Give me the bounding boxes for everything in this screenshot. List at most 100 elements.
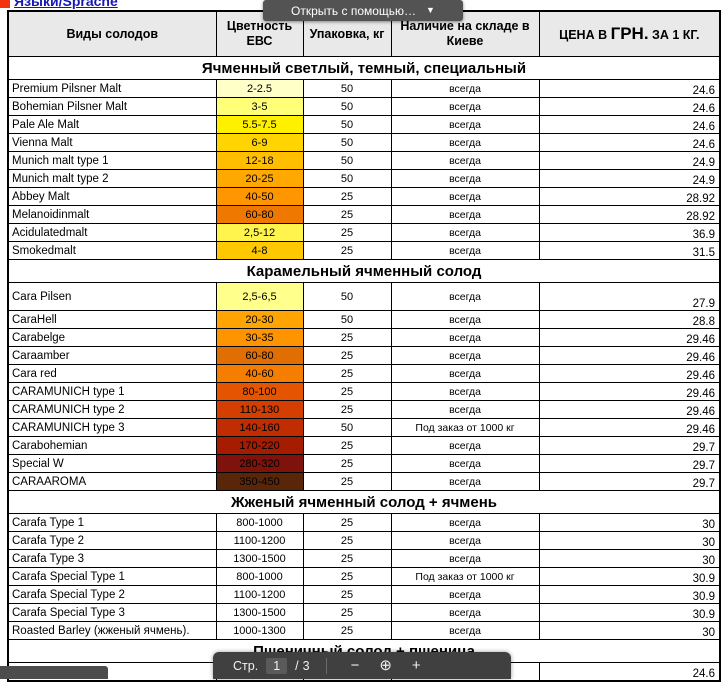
zoom-out-button[interactable]: − — [350, 657, 360, 674]
malt-name-cell: Carafa Type 1 — [7, 513, 217, 532]
price-cell: 27.9 — [538, 282, 721, 311]
table-row: Carabohemian 170-220 25 всегда 29.7 — [7, 436, 721, 455]
ebc-cell: 40-60 — [215, 364, 304, 383]
language-link[interactable]: Языки/Sprache — [14, 0, 118, 9]
table-row: Cara Pilsen 2,5-6,5 50 всегда 27.9 — [7, 282, 721, 311]
pack-cell: 25 — [302, 223, 392, 242]
table-row: Carafa Type 1 800-1000 25 всегда 30 — [7, 513, 721, 532]
pack-cell: 50 — [302, 151, 392, 170]
ebc-cell: 800-1000 — [215, 567, 304, 586]
malt-name-cell: Carabohemian — [7, 436, 217, 455]
dropdown-caret-icon: ▼ — [426, 5, 435, 15]
malt-name-cell: Carabelge — [7, 328, 217, 347]
zoom-reset-button[interactable]: ⊕ — [379, 657, 392, 674]
table-row: Pale Ale Malt 5.5-7.5 50 всегда 24.6 — [7, 115, 721, 134]
header-malts: Виды солодов — [7, 10, 217, 57]
malt-name-cell: Munich malt type 2 — [7, 169, 217, 188]
ebc-cell: 80-100 — [215, 382, 304, 401]
section-title: Карамельный ячменный солод — [7, 259, 721, 283]
ebc-cell: 140-160 — [215, 418, 304, 437]
table-row: Roasted Barley (жженый ячмень). 1000-1300… — [7, 621, 721, 640]
price-cell: 29.46 — [538, 328, 721, 347]
malt-name-cell: Roasted Barley (жженый ячмень). — [7, 621, 217, 640]
header-stock: Наличие на складе в Киеве — [390, 10, 540, 57]
price-cell: 30 — [538, 621, 721, 640]
table-row: CARAMUNICH type 3 140-160 50 Под заказ от 1… — [7, 418, 721, 437]
stock-cell: всегда — [390, 79, 540, 98]
table-row: CARAAROMA 350-450 25 всегда 29.7 — [7, 472, 721, 491]
price-cell: 30.9 — [538, 585, 721, 604]
malt-name-cell: Carafa Type 3 — [7, 549, 217, 568]
page-total: 3 — [302, 658, 310, 673]
table-row: Melanoidinmalt 60-80 25 всегда 28.92 — [7, 205, 721, 224]
page-number-input[interactable]: 1 — [266, 657, 288, 674]
malt-name-cell: Abbey Malt — [7, 187, 217, 206]
table-row: Vienna Malt 6-9 50 всегда 24.6 — [7, 133, 721, 152]
open-with-label: Открыть с помощью… — [291, 3, 417, 18]
stock-cell: всегда — [390, 621, 540, 640]
stock-cell: всегда — [390, 169, 540, 188]
pack-cell: 25 — [302, 585, 392, 604]
price-header-prefix: ЦЕНА В — [559, 27, 611, 42]
zoom-in-button[interactable]: + — [411, 657, 421, 674]
stock-cell: всегда — [390, 549, 540, 568]
table-row: Bohemian Pilsner Malt 3-5 50 всегда 24.6 — [7, 97, 721, 116]
table-row: Carafa Special Type 3 1300-1500 25 всегда 30… — [7, 603, 721, 622]
malt-name-cell: Vienna Malt — [7, 133, 217, 152]
table-row: Smokedmalt 4-8 25 всегда 31.5 — [7, 241, 721, 260]
stock-cell: всегда — [390, 282, 540, 311]
pack-cell: 25 — [302, 454, 392, 473]
stock-cell: всегда — [390, 328, 540, 347]
price-cell: 28.8 — [538, 310, 721, 329]
pack-cell: 25 — [302, 549, 392, 568]
open-with-button[interactable]: Открыть с помощью… ▼ — [263, 0, 463, 21]
pack-cell: 50 — [302, 79, 392, 98]
page-divider: / — [295, 658, 299, 673]
malt-name-cell: CARAMUNICH type 2 — [7, 400, 217, 419]
stock-cell: всегда — [390, 364, 540, 383]
malt-name-cell: Special W — [7, 454, 217, 473]
malt-name-cell: Premium Pilsner Malt — [7, 79, 217, 98]
price-cell: 29.46 — [538, 418, 721, 437]
pack-cell: 25 — [302, 382, 392, 401]
ebc-cell: 1300-1500 — [215, 549, 304, 568]
pack-cell: 25 — [302, 400, 392, 419]
pack-cell: 50 — [302, 97, 392, 116]
malt-name-cell: Cara red — [7, 364, 217, 383]
pack-cell: 25 — [302, 472, 392, 491]
stock-cell: всегда — [390, 205, 540, 224]
malt-name-cell: Smokedmalt — [7, 241, 217, 260]
price-cell: 31.5 — [538, 241, 721, 260]
ebc-cell: 30-35 — [215, 328, 304, 347]
table-row: Carafa Type 2 1100-1200 25 всегда 30 — [7, 531, 721, 550]
stock-cell: всегда — [390, 133, 540, 152]
malt-name-cell: CARAAROMA — [7, 472, 217, 491]
stock-cell: всегда — [390, 585, 540, 604]
pack-cell: 25 — [302, 621, 392, 640]
table-row: Carafa Special Type 2 1100-1200 25 всегда 30… — [7, 585, 721, 604]
malt-name-cell: Cara Pilsen — [7, 282, 217, 311]
table-row: Carafa Special Type 1 800-1000 25 Под заказ… — [7, 567, 721, 586]
ebc-cell: 1100-1200 — [215, 531, 304, 550]
malt-name-cell: Carafa Type 2 — [7, 531, 217, 550]
section-title: Ячменный светлый, темный, специальный — [7, 56, 721, 80]
price-cell: 30.9 — [538, 603, 721, 622]
stock-cell: всегда — [390, 115, 540, 134]
table-row: Acidulatedmalt 2,5-12 25 всегда 36.9 — [7, 223, 721, 242]
ebc-cell: 6-9 — [215, 133, 304, 152]
table-row: Abbey Malt 40-50 25 всегда 28.92 — [7, 187, 721, 206]
price-cell: 24.6 — [538, 115, 721, 134]
price-cell: 28.92 — [538, 205, 721, 224]
ebc-cell: 1100-1200 — [215, 585, 304, 604]
stock-cell: всегда — [390, 513, 540, 532]
stock-cell: всегда — [390, 436, 540, 455]
ebc-cell: 280-320 — [215, 454, 304, 473]
stock-cell: всегда — [390, 346, 540, 365]
pack-cell: 25 — [302, 436, 392, 455]
table-row: CARAMUNICH type 2 110-130 25 всегда 29.46 — [7, 400, 721, 419]
price-cell: 30 — [538, 513, 721, 532]
stock-cell: всегда — [390, 531, 540, 550]
price-cell: 29.46 — [538, 346, 721, 365]
price-cell: 24.6 — [538, 79, 721, 98]
ebc-cell: 20-30 — [215, 310, 304, 329]
